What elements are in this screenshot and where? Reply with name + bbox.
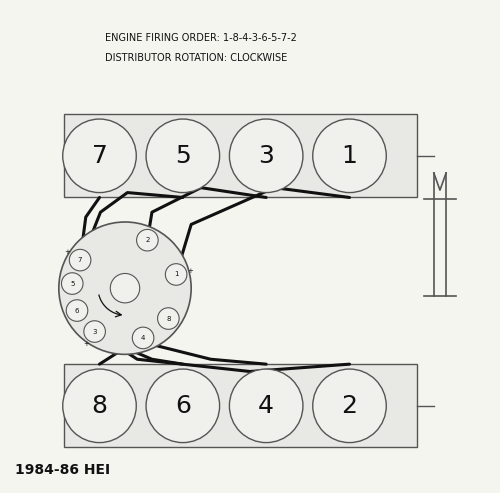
Circle shape <box>66 300 88 321</box>
Circle shape <box>132 327 154 349</box>
Circle shape <box>59 222 191 354</box>
Text: 7: 7 <box>92 144 108 168</box>
Text: 2: 2 <box>145 237 150 243</box>
Circle shape <box>146 369 220 443</box>
Text: 1984-86 HEI: 1984-86 HEI <box>14 463 110 477</box>
Text: 1: 1 <box>342 144 357 168</box>
Text: 8: 8 <box>166 316 170 321</box>
Text: 2: 2 <box>342 394 357 418</box>
Circle shape <box>136 229 158 251</box>
Text: 3: 3 <box>92 328 97 335</box>
FancyBboxPatch shape <box>64 364 416 448</box>
Text: +: + <box>84 341 89 347</box>
Text: 1: 1 <box>174 272 178 278</box>
Text: 6: 6 <box>75 308 80 314</box>
FancyBboxPatch shape <box>64 114 416 198</box>
Circle shape <box>70 249 91 271</box>
Text: 5: 5 <box>70 281 74 286</box>
Circle shape <box>312 119 386 193</box>
Circle shape <box>62 273 83 294</box>
Text: 4: 4 <box>258 394 274 418</box>
Circle shape <box>312 369 386 443</box>
Circle shape <box>230 369 303 443</box>
Circle shape <box>158 308 179 329</box>
Circle shape <box>84 321 106 342</box>
Text: ENGINE FIRING ORDER: 1-8-4-3-6-5-7-2: ENGINE FIRING ORDER: 1-8-4-3-6-5-7-2 <box>106 33 298 43</box>
Text: +: + <box>64 249 70 255</box>
Text: 7: 7 <box>78 257 82 263</box>
Text: 3: 3 <box>258 144 274 168</box>
Text: 8: 8 <box>92 394 108 418</box>
Circle shape <box>146 119 220 193</box>
Text: 4: 4 <box>141 335 146 341</box>
Circle shape <box>62 119 136 193</box>
Text: 5: 5 <box>175 144 190 168</box>
Circle shape <box>110 274 140 303</box>
Circle shape <box>166 264 187 285</box>
Text: +: + <box>188 268 194 274</box>
Text: DISTRIBUTOR ROTATION: CLOCKWISE: DISTRIBUTOR ROTATION: CLOCKWISE <box>106 53 288 63</box>
Text: 6: 6 <box>175 394 191 418</box>
Circle shape <box>230 119 303 193</box>
Circle shape <box>62 369 136 443</box>
